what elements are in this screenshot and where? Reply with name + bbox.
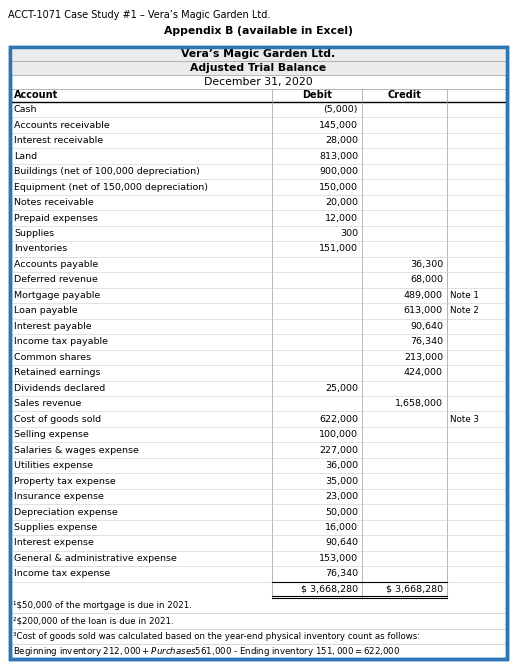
Text: Deferred revenue: Deferred revenue [14,276,98,284]
Text: Loan payable: Loan payable [14,306,78,315]
Text: 25,000: 25,000 [325,384,358,392]
Bar [10,61,507,75]
Text: Insurance expense: Insurance expense [14,492,104,501]
Text: 50,000: 50,000 [325,507,358,517]
Text: 213,000: 213,000 [404,353,443,362]
Text: Equipment (net of 150,000 depreciation): Equipment (net of 150,000 depreciation) [14,183,208,192]
Text: Retained earnings: Retained earnings [14,369,100,377]
Text: Note 3: Note 3 [450,415,479,424]
Text: Dividends declared: Dividends declared [14,384,105,392]
Text: December 31, 2020: December 31, 2020 [204,77,313,87]
Text: Interest payable: Interest payable [14,322,92,331]
Text: General & administrative expense: General & administrative expense [14,554,177,563]
Text: 76,340: 76,340 [410,337,443,347]
Text: 622,000: 622,000 [319,415,358,424]
Text: 90,640: 90,640 [410,322,443,331]
Text: Credit: Credit [388,90,421,100]
Text: Accounts receivable: Accounts receivable [14,121,110,129]
Text: 90,640: 90,640 [325,539,358,547]
Text: ACCT-1071 Case Study #1 – Vera’s Magic Garden Ltd.: ACCT-1071 Case Study #1 – Vera’s Magic G… [8,10,270,20]
Text: Debit: Debit [302,90,332,100]
Text: 23,000: 23,000 [325,492,358,501]
Text: Selling expense: Selling expense [14,430,89,439]
Text: Prepaid expenses: Prepaid expenses [14,214,98,222]
Text: 227,000: 227,000 [319,446,358,455]
Text: 28,000: 28,000 [325,136,358,145]
Text: Interest receivable: Interest receivable [14,136,103,145]
Text: 150,000: 150,000 [319,183,358,192]
Text: 489,000: 489,000 [404,291,443,300]
Text: Vera’s Magic Garden Ltd.: Vera’s Magic Garden Ltd. [181,49,336,59]
Text: Common shares: Common shares [14,353,91,362]
Text: Note 1: Note 1 [450,291,479,300]
Text: ¹$50,000 of the mortgage is due in 2021.: ¹$50,000 of the mortgage is due in 2021. [13,601,192,610]
Text: 1,658,000: 1,658,000 [395,399,443,408]
Text: 12,000: 12,000 [325,214,358,222]
Bar [10,47,507,61]
Text: ²$200,000 of the loan is due in 2021.: ²$200,000 of the loan is due in 2021. [13,616,174,625]
Text: Accounts payable: Accounts payable [14,260,98,269]
Text: Inventories: Inventories [14,244,67,254]
Text: 153,000: 153,000 [319,554,358,563]
Text: 424,000: 424,000 [404,369,443,377]
Text: 100,000: 100,000 [319,430,358,439]
Text: Mortgage payable: Mortgage payable [14,291,100,300]
Text: Property tax expense: Property tax expense [14,477,116,485]
Text: 900,000: 900,000 [319,167,358,176]
Text: Salaries & wages expense: Salaries & wages expense [14,446,139,455]
Text: 36,000: 36,000 [325,461,358,470]
Text: Account: Account [14,90,58,100]
Text: Interest expense: Interest expense [14,539,94,547]
Text: Cash: Cash [14,105,38,114]
Text: Supplies expense: Supplies expense [14,523,97,532]
Text: Adjusted Trial Balance: Adjusted Trial Balance [190,63,327,73]
Text: Supplies: Supplies [14,229,54,238]
Text: Sales revenue: Sales revenue [14,399,81,408]
Text: Beginning inventory $212,000 + Purchases $561,000 - Ending inventory $151,000 = : Beginning inventory $212,000 + Purchases… [13,645,400,658]
Text: Land: Land [14,151,37,161]
Text: 20,000: 20,000 [325,198,358,207]
Text: $ 3,668,280: $ 3,668,280 [386,585,443,594]
Text: 613,000: 613,000 [404,306,443,315]
Text: 76,340: 76,340 [325,570,358,578]
Text: Appendix B (available in Excel): Appendix B (available in Excel) [164,26,353,36]
Text: 68,000: 68,000 [410,276,443,284]
Text: 151,000: 151,000 [319,244,358,254]
Text: 813,000: 813,000 [319,151,358,161]
Text: ³Cost of goods sold was calculated based on the year-end physical inventory coun: ³Cost of goods sold was calculated based… [13,631,420,641]
Text: Depreciation expense: Depreciation expense [14,507,118,517]
Text: 35,000: 35,000 [325,477,358,485]
Text: (5,000): (5,000) [324,105,358,114]
Text: 145,000: 145,000 [319,121,358,129]
Text: Buildings (net of 100,000 depreciation): Buildings (net of 100,000 depreciation) [14,167,200,176]
Text: 300: 300 [340,229,358,238]
Text: Note 2: Note 2 [450,306,479,315]
Text: 16,000: 16,000 [325,523,358,532]
Text: Income tax expense: Income tax expense [14,570,110,578]
Text: Income tax payable: Income tax payable [14,337,108,347]
Text: $ 3,668,280: $ 3,668,280 [301,585,358,594]
Text: Utilities expense: Utilities expense [14,461,93,470]
Text: Cost of goods sold: Cost of goods sold [14,415,101,424]
Text: Notes receivable: Notes receivable [14,198,94,207]
Text: 36,300: 36,300 [410,260,443,269]
